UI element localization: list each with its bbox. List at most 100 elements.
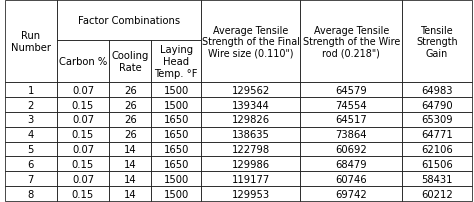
Text: 62106: 62106 [421,144,453,154]
Text: 119177: 119177 [231,174,270,184]
Text: 60212: 60212 [421,189,453,199]
Bar [57,142,109,157]
Bar [5,98,57,113]
Bar [201,98,300,113]
Text: 129826: 129826 [231,115,270,125]
Text: 64517: 64517 [335,115,367,125]
Bar [402,186,472,201]
Text: 61506: 61506 [421,159,453,169]
Bar [201,142,300,157]
Text: 0.15: 0.15 [72,130,94,140]
Text: 1: 1 [27,85,34,95]
Text: 1650: 1650 [164,144,189,154]
Text: 129562: 129562 [231,85,270,95]
Text: 0.15: 0.15 [72,100,94,110]
Text: Laying
Head
Temp. °F: Laying Head Temp. °F [155,45,198,78]
Bar [57,127,109,142]
Text: 26: 26 [124,130,137,140]
Bar [57,98,109,113]
Bar [300,157,402,171]
Bar [300,1,402,83]
Bar [151,83,201,98]
Text: 0.15: 0.15 [72,189,94,199]
Bar [57,186,109,201]
Bar [5,1,57,83]
Bar [109,127,151,142]
Text: 26: 26 [124,85,137,95]
Text: 64771: 64771 [421,130,453,140]
Bar [151,40,201,83]
Bar [5,157,57,171]
Bar [109,98,151,113]
Bar [201,171,300,186]
Text: 139344: 139344 [232,100,270,110]
Bar [201,186,300,201]
Text: Tensile
Strength
Gain: Tensile Strength Gain [416,25,458,58]
Bar [300,113,402,127]
Text: 129953: 129953 [231,189,270,199]
Bar [5,186,57,201]
Text: 60692: 60692 [335,144,367,154]
Text: 3: 3 [27,115,34,125]
Bar [109,40,151,83]
Text: 5: 5 [27,144,34,154]
Bar [201,83,300,98]
Text: 4: 4 [27,130,34,140]
Bar [57,157,109,171]
Bar [402,171,472,186]
Text: 74554: 74554 [336,100,367,110]
Bar [109,171,151,186]
Bar [300,83,402,98]
Bar [57,171,109,186]
Text: 69742: 69742 [335,189,367,199]
Bar [201,127,300,142]
Text: 26: 26 [124,115,137,125]
Text: 14: 14 [124,189,137,199]
Bar [109,157,151,171]
Bar [201,113,300,127]
Text: 0.07: 0.07 [72,115,94,125]
Bar [402,113,472,127]
Bar [5,113,57,127]
Text: 14: 14 [124,144,137,154]
Text: Cooling
Rate: Cooling Rate [111,51,149,73]
Bar [300,142,402,157]
Bar [300,98,402,113]
Text: 0.07: 0.07 [72,85,94,95]
Bar [151,98,201,113]
Text: 1650: 1650 [164,159,189,169]
Bar [109,142,151,157]
Bar [201,157,300,171]
Text: Run
Number: Run Number [11,31,51,53]
Text: 0.15: 0.15 [72,159,94,169]
Text: 8: 8 [27,189,34,199]
Text: 129986: 129986 [231,159,270,169]
Bar [151,157,201,171]
Bar [402,157,472,171]
Text: 0.07: 0.07 [72,144,94,154]
Text: 73864: 73864 [336,130,367,140]
Bar [57,40,109,83]
Bar [5,127,57,142]
Text: 2: 2 [27,100,34,110]
Text: 138635: 138635 [232,130,270,140]
Text: 64579: 64579 [335,85,367,95]
Text: 68479: 68479 [336,159,367,169]
Text: 1500: 1500 [164,100,189,110]
Text: 7: 7 [27,174,34,184]
Bar [57,113,109,127]
Bar [300,171,402,186]
Bar [300,127,402,142]
Text: Average Tensile
Strength of the Wire
rod (0.218"): Average Tensile Strength of the Wire rod… [302,25,400,58]
Text: 26: 26 [124,100,137,110]
Bar [5,83,57,98]
Bar [151,113,201,127]
Text: 1500: 1500 [164,189,189,199]
Bar [109,113,151,127]
Bar [402,98,472,113]
Bar [151,186,201,201]
Bar [57,1,201,40]
Text: 60746: 60746 [336,174,367,184]
Bar [151,127,201,142]
Text: 122798: 122798 [231,144,270,154]
